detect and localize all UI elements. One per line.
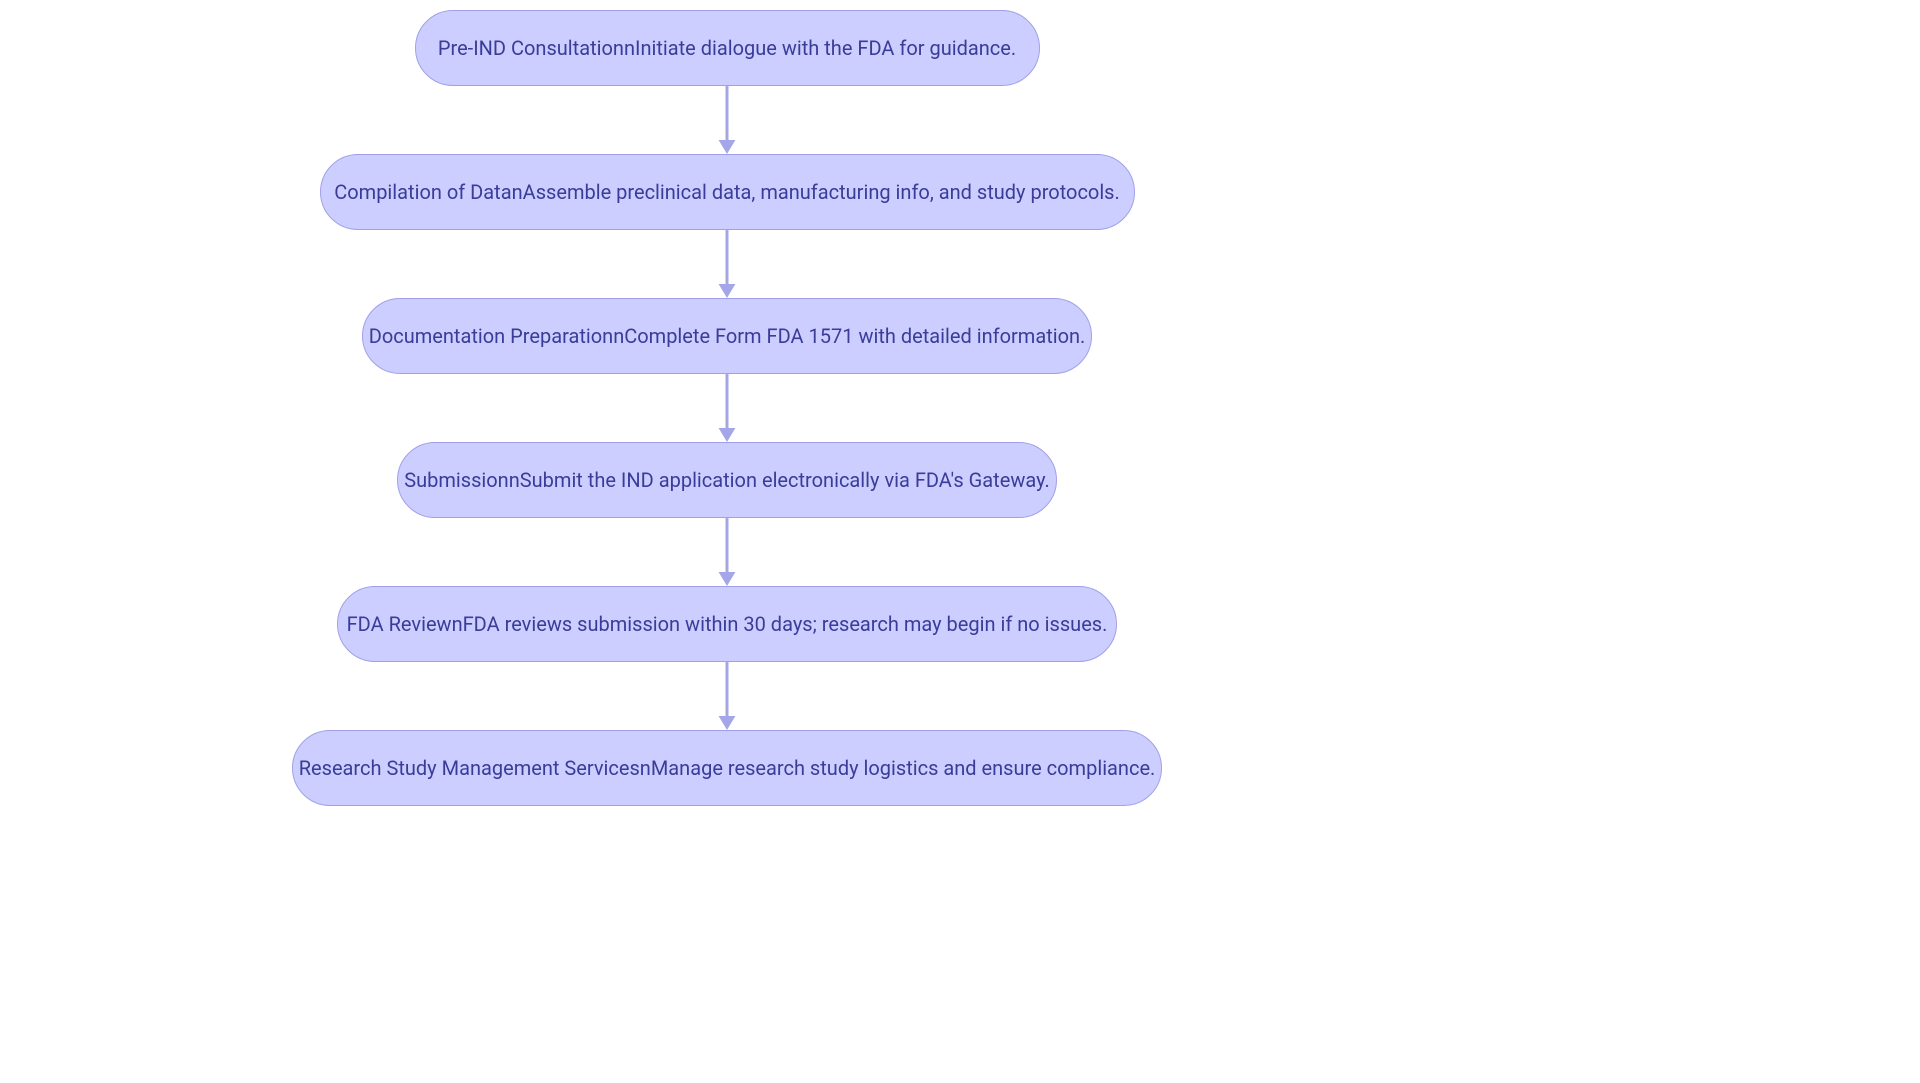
- flowchart-node-label: Pre-IND ConsultationnInitiate dialogue w…: [438, 36, 1016, 60]
- flowchart-node-label: SubmissionnSubmit the IND application el…: [404, 468, 1050, 492]
- flowchart-arrow: [713, 518, 741, 586]
- flowchart-node-label: Research Study Management ServicesnManag…: [299, 756, 1156, 780]
- flowchart-arrow: [713, 86, 741, 154]
- flowchart-arrow: [713, 230, 741, 298]
- flowchart-node: SubmissionnSubmit the IND application el…: [397, 442, 1057, 518]
- flowchart-node: Research Study Management ServicesnManag…: [292, 730, 1162, 806]
- flowchart-node: Pre-IND ConsultationnInitiate dialogue w…: [415, 10, 1040, 86]
- flowchart-node: FDA ReviewnFDA reviews submission within…: [337, 586, 1117, 662]
- flowchart-node-label: Documentation PreparationnComplete Form …: [369, 324, 1086, 348]
- flowchart-node: Documentation PreparationnComplete Form …: [362, 298, 1092, 374]
- flowchart-arrow: [713, 662, 741, 730]
- flowchart-node-label: FDA ReviewnFDA reviews submission within…: [347, 612, 1108, 636]
- flowchart-container: Pre-IND ConsultationnInitiate dialogue w…: [0, 0, 1920, 1083]
- flowchart-arrow: [713, 374, 741, 442]
- flowchart-node-label: Compilation of DatanAssemble preclinical…: [334, 180, 1120, 204]
- flowchart-node: Compilation of DatanAssemble preclinical…: [320, 154, 1135, 230]
